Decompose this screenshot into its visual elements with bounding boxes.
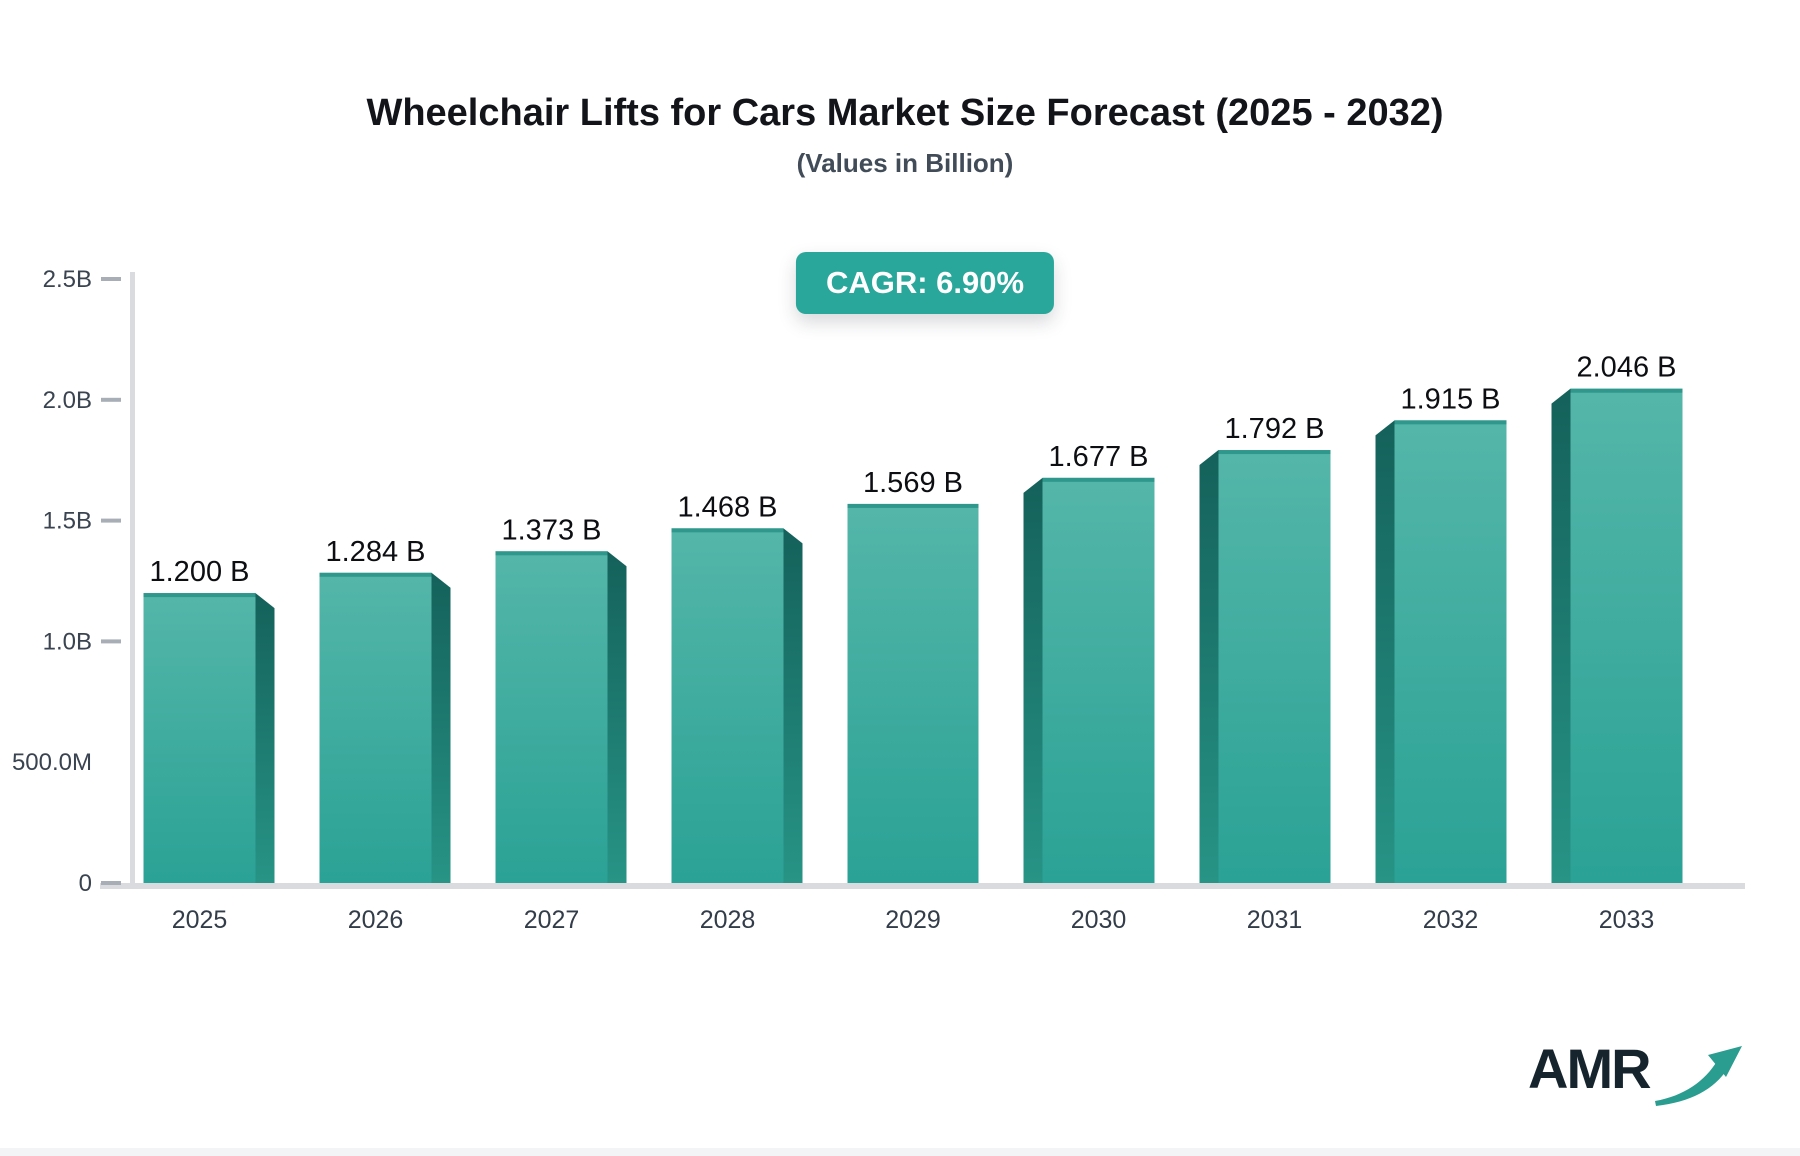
bar-front-face bbox=[319, 572, 432, 883]
category-label: 2027 bbox=[524, 906, 580, 934]
bar-side-face bbox=[783, 528, 803, 883]
bar-2032[interactable]: 1.915 B bbox=[1375, 383, 1507, 883]
bar-2026[interactable]: 1.284 B bbox=[319, 536, 451, 883]
ytick-label: 2.5B bbox=[43, 266, 92, 293]
bar-value-label: 1.200 B bbox=[150, 556, 250, 588]
bar-top-edge bbox=[671, 528, 784, 533]
bar-front-face bbox=[495, 551, 608, 883]
bar-2031[interactable]: 1.792 B bbox=[1199, 413, 1331, 883]
category-label: 2033 bbox=[1599, 906, 1655, 934]
bar-2030[interactable]: 1.677 B bbox=[1023, 441, 1155, 883]
y-tick bbox=[101, 397, 121, 402]
bar-value-label: 1.792 B bbox=[1225, 413, 1325, 445]
bar-value-label: 1.373 B bbox=[502, 514, 602, 546]
y-tick bbox=[101, 518, 121, 523]
chart-title: Wheelchair Lifts for Cars Market Size Fo… bbox=[366, 92, 1444, 134]
bar-front-face bbox=[1394, 420, 1507, 883]
bar-2029[interactable]: 1.569 B bbox=[847, 467, 979, 883]
y-tick bbox=[101, 639, 121, 644]
bar-value-label: 1.468 B bbox=[678, 491, 778, 523]
category-label: 2025 bbox=[172, 906, 228, 934]
bar-front-face bbox=[1218, 450, 1331, 883]
bar-value-label: 2.046 B bbox=[1577, 352, 1677, 384]
y-axis-line bbox=[130, 272, 135, 889]
y-tick bbox=[101, 277, 121, 281]
bar-front-face bbox=[143, 593, 256, 883]
ytick-label: 500.0M bbox=[12, 749, 92, 776]
bar-top-edge bbox=[1218, 450, 1331, 455]
bar-top-edge bbox=[1042, 477, 1155, 482]
bar-top-edge bbox=[1570, 388, 1683, 393]
brand-logo-text: AMR bbox=[1528, 1037, 1652, 1100]
bar-value-label: 1.284 B bbox=[326, 536, 426, 568]
bar-value-label: 1.569 B bbox=[863, 467, 963, 499]
bar-front-face bbox=[847, 503, 979, 883]
ytick-label: 1.5B bbox=[43, 508, 92, 535]
bar-top-edge bbox=[1394, 420, 1507, 425]
growth-arrow-icon bbox=[1655, 1046, 1742, 1106]
category-label: 2028 bbox=[700, 906, 756, 934]
ytick-label: 1.0B bbox=[43, 628, 92, 655]
bar-side-face bbox=[1551, 388, 1571, 883]
category-label: 2029 bbox=[885, 906, 941, 934]
bar-side-face bbox=[255, 593, 275, 883]
cagr-badge: CAGR: 6.90% bbox=[795, 252, 1055, 314]
bar-top-edge bbox=[847, 503, 979, 508]
x-axis-line bbox=[100, 883, 1745, 889]
ytick-label: 2.0B bbox=[43, 387, 92, 414]
brand-logo[interactable]: AMR bbox=[1528, 1034, 1742, 1114]
bar-2033[interactable]: 2.046 B bbox=[1551, 352, 1683, 883]
bar-2028[interactable]: 1.468 B bbox=[671, 491, 803, 883]
bar-front-face bbox=[1570, 388, 1683, 883]
bar-side-face bbox=[1199, 450, 1219, 883]
bar-value-label: 1.915 B bbox=[1401, 383, 1501, 415]
bar-side-face bbox=[1375, 420, 1395, 883]
category-label: 2030 bbox=[1071, 906, 1127, 934]
bar-side-face bbox=[607, 551, 627, 883]
bar-front-face bbox=[671, 528, 784, 883]
bar-top-edge bbox=[143, 593, 256, 598]
bar-2027[interactable]: 1.373 B bbox=[495, 514, 627, 883]
bar-side-face bbox=[431, 572, 451, 883]
bar-top-edge bbox=[319, 572, 432, 577]
category-label: 2032 bbox=[1423, 906, 1479, 934]
bar-value-label: 1.677 B bbox=[1049, 441, 1149, 473]
bar-front-face bbox=[1042, 477, 1155, 883]
bar-side-face bbox=[1023, 477, 1043, 883]
chart-subtitle: (Values in Billion) bbox=[796, 148, 1014, 178]
category-label: 2031 bbox=[1247, 906, 1303, 934]
ytick-label: 0 bbox=[79, 870, 92, 897]
category-label: 2026 bbox=[348, 906, 404, 934]
y-tick bbox=[101, 881, 121, 885]
bar-top-edge bbox=[495, 551, 608, 556]
bar-2025[interactable]: 1.200 B bbox=[143, 556, 275, 883]
page-bottom-strip bbox=[0, 1148, 1800, 1156]
